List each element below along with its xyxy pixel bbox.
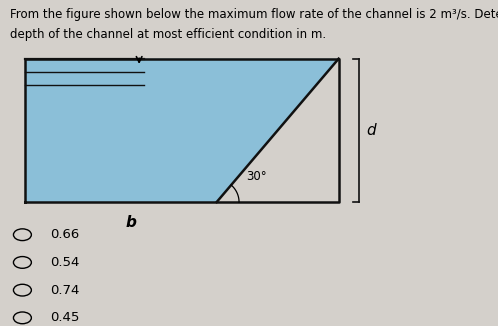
Polygon shape xyxy=(25,59,339,202)
Text: From the figure shown below the maximum flow rate of the channel is 2 m³/s. Dete: From the figure shown below the maximum … xyxy=(10,8,498,21)
Text: b: b xyxy=(125,215,136,230)
Text: d: d xyxy=(366,123,375,138)
Text: 0.66: 0.66 xyxy=(50,228,79,241)
Text: 30°: 30° xyxy=(247,170,267,183)
Text: 0.45: 0.45 xyxy=(50,311,79,324)
Text: depth of the channel at most efficient condition in m.: depth of the channel at most efficient c… xyxy=(10,28,326,41)
Text: 0.74: 0.74 xyxy=(50,284,79,297)
Text: 0.54: 0.54 xyxy=(50,256,79,269)
